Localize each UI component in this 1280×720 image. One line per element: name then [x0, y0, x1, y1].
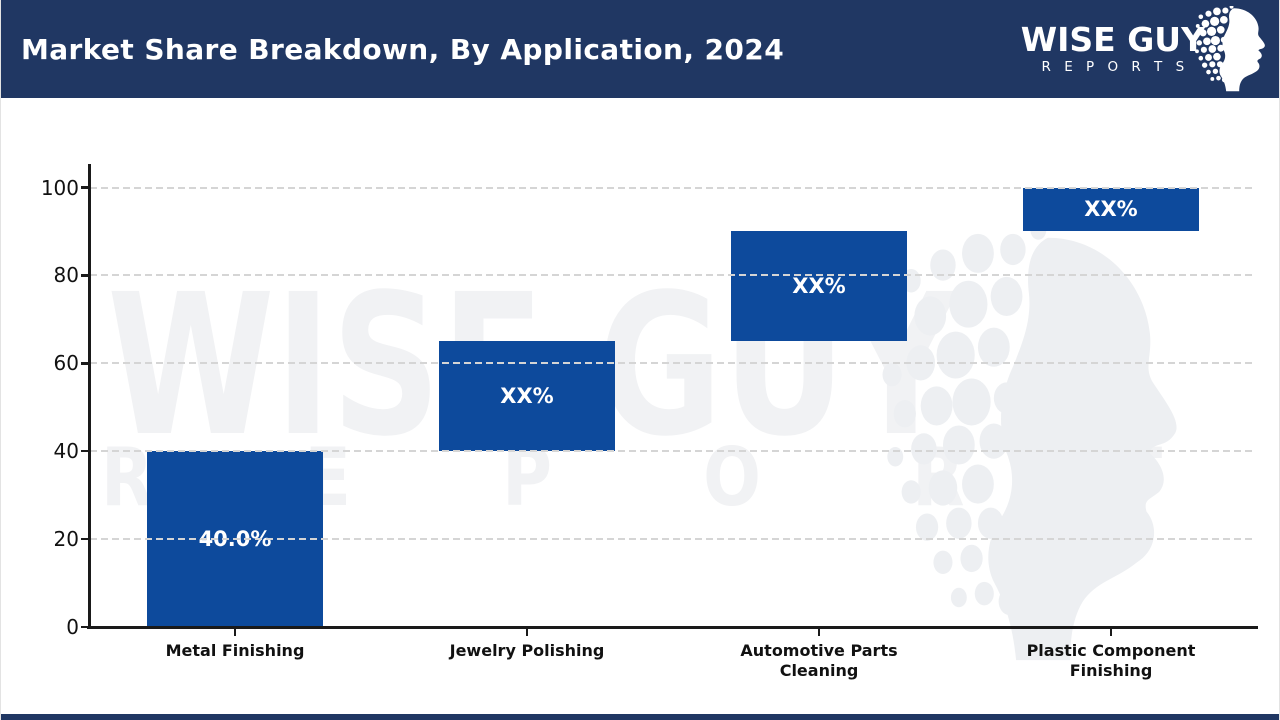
- x-axis-tick-mark-plastic-component-finishing: [1109, 628, 1113, 636]
- bar-plastic-component-finishing: XX%: [1023, 187, 1199, 232]
- x-axis-tick-mark-automotive-parts-cleaning: [817, 628, 821, 636]
- y-axis-spine: [88, 164, 91, 628]
- bar-value-label: XX%: [500, 384, 554, 409]
- gridline-100: [90, 186, 1255, 189]
- x-axis-label-line: Finishing: [1069, 661, 1153, 680]
- wise-guy-reports-logo: WISE GUY R E P O R T S: [1021, 6, 1269, 92]
- header-bar: Market Share Breakdown, By Application, …: [1, 0, 1279, 98]
- watermark-face-icon: [873, 226, 1191, 664]
- bar-value-label: XX%: [1084, 197, 1138, 222]
- bar-jewelry-polishing: XX%: [439, 341, 615, 452]
- x-axis-tick-mark-jewelry-polishing: [525, 628, 529, 636]
- y-axis-tick-mark-80: [81, 274, 89, 277]
- x-axis-label-line: Metal Finishing: [165, 641, 305, 660]
- y-axis-tick-mark-100: [81, 186, 89, 189]
- gridline-60: [90, 362, 1255, 365]
- y-axis-tick-mark-20: [81, 537, 89, 541]
- y-axis-tick-mark-60: [81, 362, 89, 365]
- y-axis-tick-mark-40: [81, 449, 89, 453]
- x-axis-label-jewelry-polishing: Jewelry Polishing: [377, 641, 677, 661]
- y-axis-tick-label-40: 40: [53, 439, 79, 464]
- bar-automotive-parts-cleaning: XX%: [731, 231, 907, 342]
- x-axis-label-metal-finishing: Metal Finishing: [85, 641, 385, 661]
- logo-text: WISE GUY R E P O R T S: [1021, 23, 1205, 75]
- logo-subtitle: R E P O R T S: [1041, 59, 1189, 75]
- y-axis-tick-label-60: 60: [53, 351, 79, 376]
- chart-title: Market Share Breakdown, By Application, …: [21, 32, 785, 66]
- x-axis-label-line: Automotive Parts: [740, 641, 898, 660]
- gridline-20: [90, 538, 1255, 541]
- y-axis-tick-label-80: 80: [53, 263, 79, 288]
- bar-value-label: XX%: [792, 274, 846, 299]
- gridline-80: [90, 274, 1255, 277]
- y-axis-tick-label-0: 0: [66, 615, 79, 639]
- x-axis-label-line: Plastic Component: [1026, 641, 1196, 660]
- x-axis-label-line: Jewelry Polishing: [449, 641, 605, 660]
- x-axis-line: [87, 626, 1258, 629]
- x-axis-tick-mark-metal-finishing: [233, 628, 237, 636]
- x-axis-label-line: Cleaning: [779, 661, 859, 680]
- y-axis-tick-label-20: 20: [53, 527, 79, 552]
- logo-wordmark: WISE GUY: [1020, 20, 1205, 59]
- x-axis-label-automotive-parts-cleaning: Automotive Parts Cleaning: [669, 641, 969, 681]
- gridline-40: [90, 450, 1255, 453]
- footer-brand-strip: [1, 714, 1279, 720]
- y-axis-tick-label-100: 100: [40, 175, 79, 200]
- x-axis-label-plastic-component-finishing: Plastic Component Finishing: [961, 641, 1261, 681]
- y-axis-tick-mark-0: [81, 625, 89, 629]
